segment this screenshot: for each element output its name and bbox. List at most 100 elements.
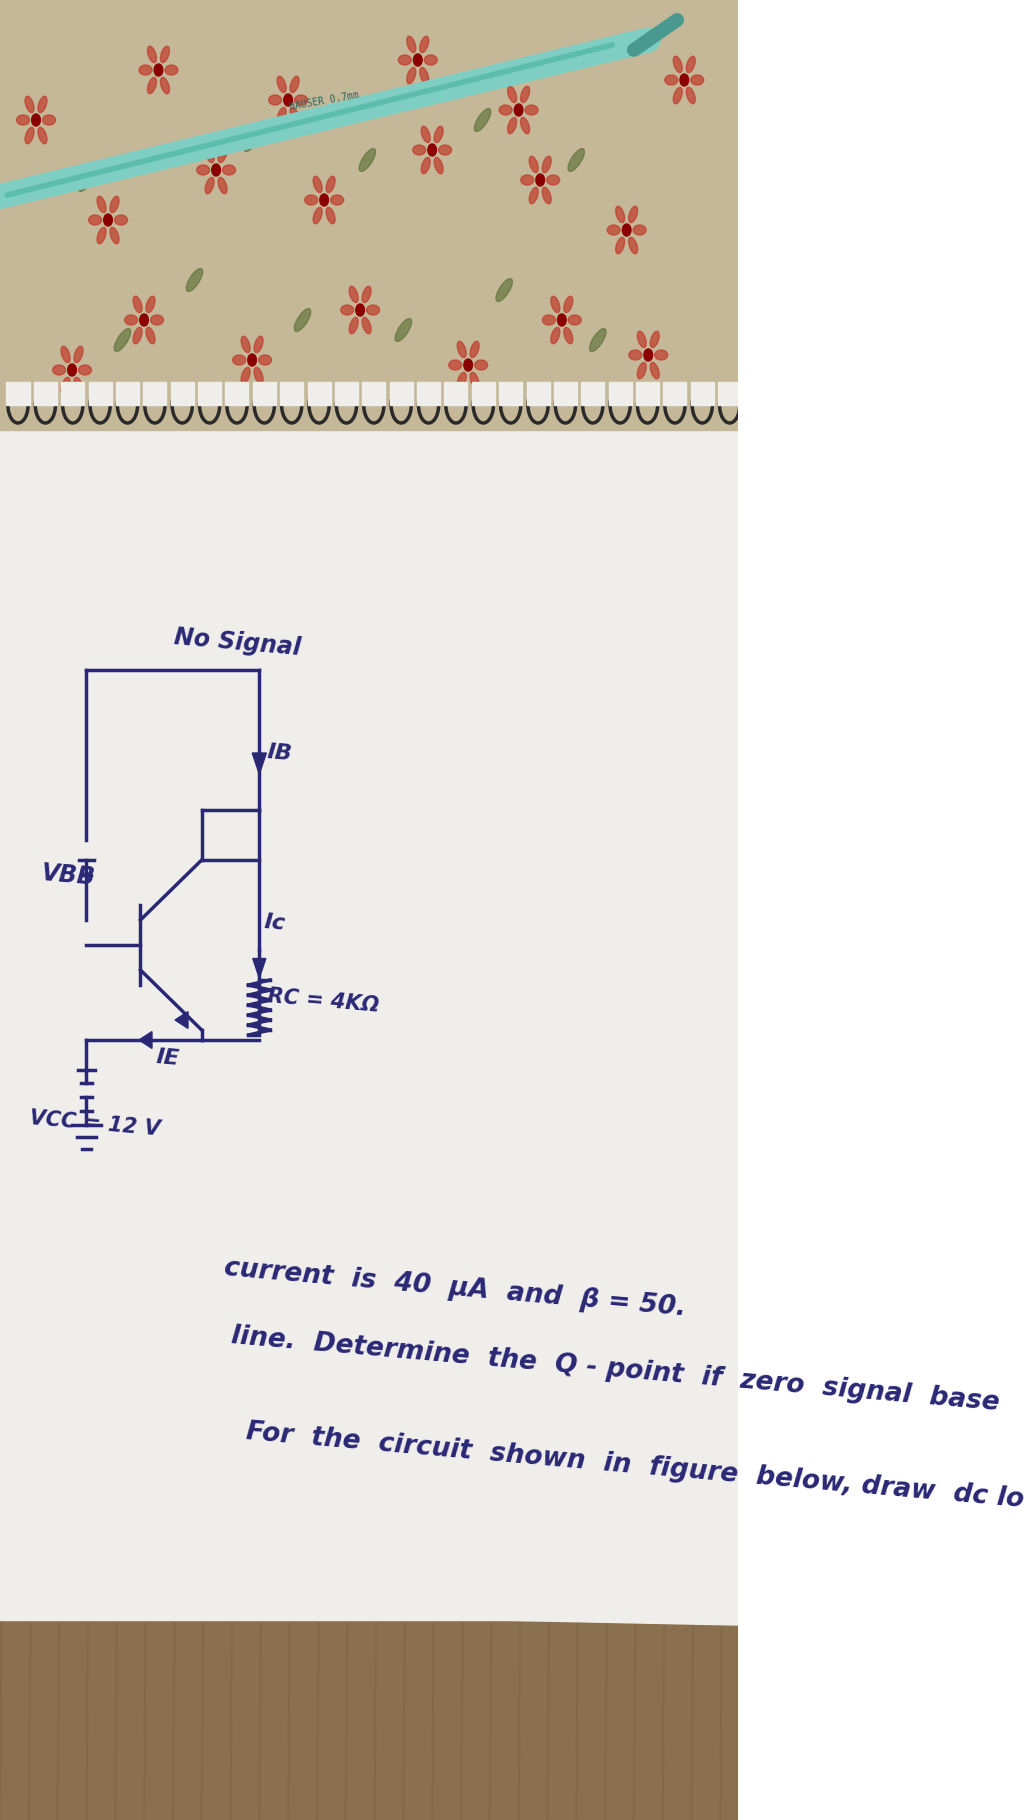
Ellipse shape: [367, 306, 380, 315]
Ellipse shape: [421, 157, 430, 173]
Bar: [691, 382, 714, 406]
Ellipse shape: [79, 366, 91, 375]
Ellipse shape: [607, 226, 621, 235]
Ellipse shape: [61, 377, 70, 393]
Ellipse shape: [139, 66, 152, 75]
Ellipse shape: [349, 286, 358, 302]
Ellipse shape: [165, 66, 178, 75]
Ellipse shape: [407, 36, 416, 53]
Ellipse shape: [38, 127, 47, 144]
Bar: [718, 382, 741, 406]
Ellipse shape: [74, 346, 83, 362]
Bar: [0, 420, 737, 1620]
Ellipse shape: [294, 309, 310, 331]
Ellipse shape: [147, 46, 157, 62]
Ellipse shape: [529, 157, 539, 173]
Ellipse shape: [25, 96, 34, 113]
Ellipse shape: [161, 46, 169, 62]
Ellipse shape: [362, 317, 371, 333]
Ellipse shape: [424, 55, 437, 66]
Ellipse shape: [125, 315, 137, 326]
Circle shape: [464, 359, 472, 371]
Ellipse shape: [449, 360, 462, 369]
Ellipse shape: [241, 337, 250, 353]
Ellipse shape: [151, 315, 164, 326]
Ellipse shape: [110, 197, 119, 213]
Circle shape: [680, 75, 688, 86]
Ellipse shape: [542, 157, 551, 173]
Bar: [554, 382, 577, 406]
Ellipse shape: [407, 67, 416, 84]
Ellipse shape: [420, 36, 429, 53]
Ellipse shape: [568, 315, 582, 326]
Ellipse shape: [186, 269, 203, 291]
Ellipse shape: [525, 106, 538, 115]
Bar: [417, 382, 440, 406]
Ellipse shape: [341, 306, 353, 315]
Ellipse shape: [25, 127, 34, 144]
Ellipse shape: [218, 177, 227, 193]
Polygon shape: [253, 959, 266, 977]
Ellipse shape: [52, 366, 66, 375]
Ellipse shape: [362, 286, 371, 302]
Circle shape: [284, 95, 293, 106]
Ellipse shape: [133, 297, 142, 313]
Text: VCC = 12 V: VCC = 12 V: [29, 1108, 162, 1139]
Polygon shape: [175, 1012, 188, 1028]
Text: No Signal: No Signal: [173, 624, 302, 661]
Bar: [171, 382, 194, 406]
Bar: [6, 382, 30, 406]
Circle shape: [536, 175, 545, 186]
Bar: [89, 382, 112, 406]
Ellipse shape: [326, 177, 335, 193]
Ellipse shape: [197, 166, 210, 175]
Ellipse shape: [395, 318, 412, 342]
Ellipse shape: [97, 228, 106, 244]
Circle shape: [319, 195, 329, 206]
Ellipse shape: [590, 329, 606, 351]
Ellipse shape: [16, 115, 30, 126]
Ellipse shape: [470, 373, 479, 389]
Circle shape: [355, 304, 365, 317]
Ellipse shape: [470, 340, 479, 357]
Ellipse shape: [359, 149, 376, 171]
Bar: [253, 382, 275, 406]
Polygon shape: [139, 1032, 152, 1048]
Circle shape: [155, 64, 163, 76]
Ellipse shape: [508, 118, 517, 135]
Bar: [526, 382, 550, 406]
Bar: [664, 382, 686, 406]
Ellipse shape: [326, 207, 335, 224]
Bar: [143, 382, 166, 406]
Ellipse shape: [457, 373, 466, 389]
Ellipse shape: [568, 149, 585, 171]
Bar: [225, 382, 249, 406]
Bar: [0, 0, 737, 430]
Ellipse shape: [421, 126, 430, 142]
Ellipse shape: [438, 146, 452, 155]
Ellipse shape: [133, 328, 142, 344]
Ellipse shape: [241, 368, 250, 384]
Ellipse shape: [254, 368, 263, 384]
Ellipse shape: [146, 297, 155, 313]
Circle shape: [68, 364, 77, 377]
Ellipse shape: [205, 146, 214, 162]
Bar: [499, 382, 522, 406]
Ellipse shape: [305, 195, 317, 206]
Ellipse shape: [615, 206, 625, 222]
Ellipse shape: [259, 355, 271, 366]
Circle shape: [644, 349, 652, 360]
Ellipse shape: [61, 346, 70, 362]
Bar: [335, 382, 358, 406]
Bar: [390, 382, 413, 406]
Ellipse shape: [615, 237, 625, 253]
Ellipse shape: [508, 86, 517, 102]
Polygon shape: [252, 753, 266, 774]
Ellipse shape: [551, 328, 560, 344]
Text: IB: IB: [266, 743, 294, 764]
Ellipse shape: [520, 86, 529, 102]
Ellipse shape: [74, 377, 83, 393]
Bar: [362, 382, 385, 406]
Circle shape: [248, 355, 256, 366]
Ellipse shape: [457, 340, 466, 357]
